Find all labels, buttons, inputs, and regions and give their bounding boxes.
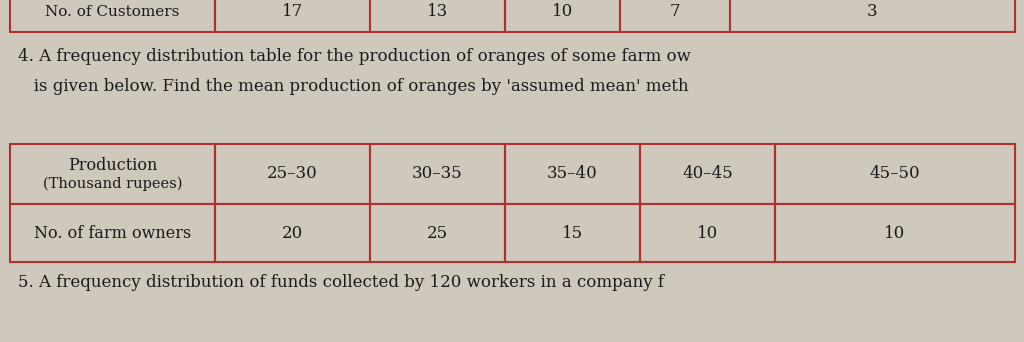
Bar [10,144,215,204]
Bar [370,144,505,204]
Text: 40–45: 40–45 [682,166,733,183]
Text: 10: 10 [552,3,573,21]
Text: 35–40: 35–40 [547,166,598,183]
Text: 13: 13 [427,3,449,21]
Bar [775,204,1015,262]
Bar [215,204,370,262]
Text: 3: 3 [867,3,878,21]
Text: 10: 10 [697,224,718,241]
Bar [370,204,505,262]
Text: 45–50: 45–50 [869,166,921,183]
Bar [505,204,640,262]
Text: 17: 17 [282,3,303,21]
Text: No. of Customers: No. of Customers [45,5,179,19]
Bar [505,144,640,204]
Bar [640,144,775,204]
Text: 10: 10 [885,224,905,241]
Text: 15: 15 [562,224,583,241]
Bar [370,0,505,32]
Text: Production: Production [68,157,158,173]
Text: No. of farm owners: No. of farm owners [34,224,191,241]
Bar [505,0,620,32]
Text: 25: 25 [427,224,449,241]
Bar [215,144,370,204]
Text: 4. A frequency distribution table for the production of oranges of some farm ow: 4. A frequency distribution table for th… [18,48,691,65]
Bar [215,0,370,32]
Text: (Thousand rupees): (Thousand rupees) [43,177,182,191]
Bar [640,204,775,262]
Bar [10,0,215,32]
Bar [10,204,215,262]
Text: 5. A frequency distribution of funds collected by 120 workers in a company f: 5. A frequency distribution of funds col… [18,274,664,291]
Text: 20: 20 [282,224,303,241]
Text: 30–35: 30–35 [412,166,463,183]
Text: 25–30: 25–30 [267,166,317,183]
Text: is given below. Find the mean production of oranges by 'assumed mean' meth: is given below. Find the mean production… [18,78,688,95]
Text: 7: 7 [670,3,680,21]
Bar [775,144,1015,204]
Bar [730,0,1015,32]
Bar [620,0,730,32]
